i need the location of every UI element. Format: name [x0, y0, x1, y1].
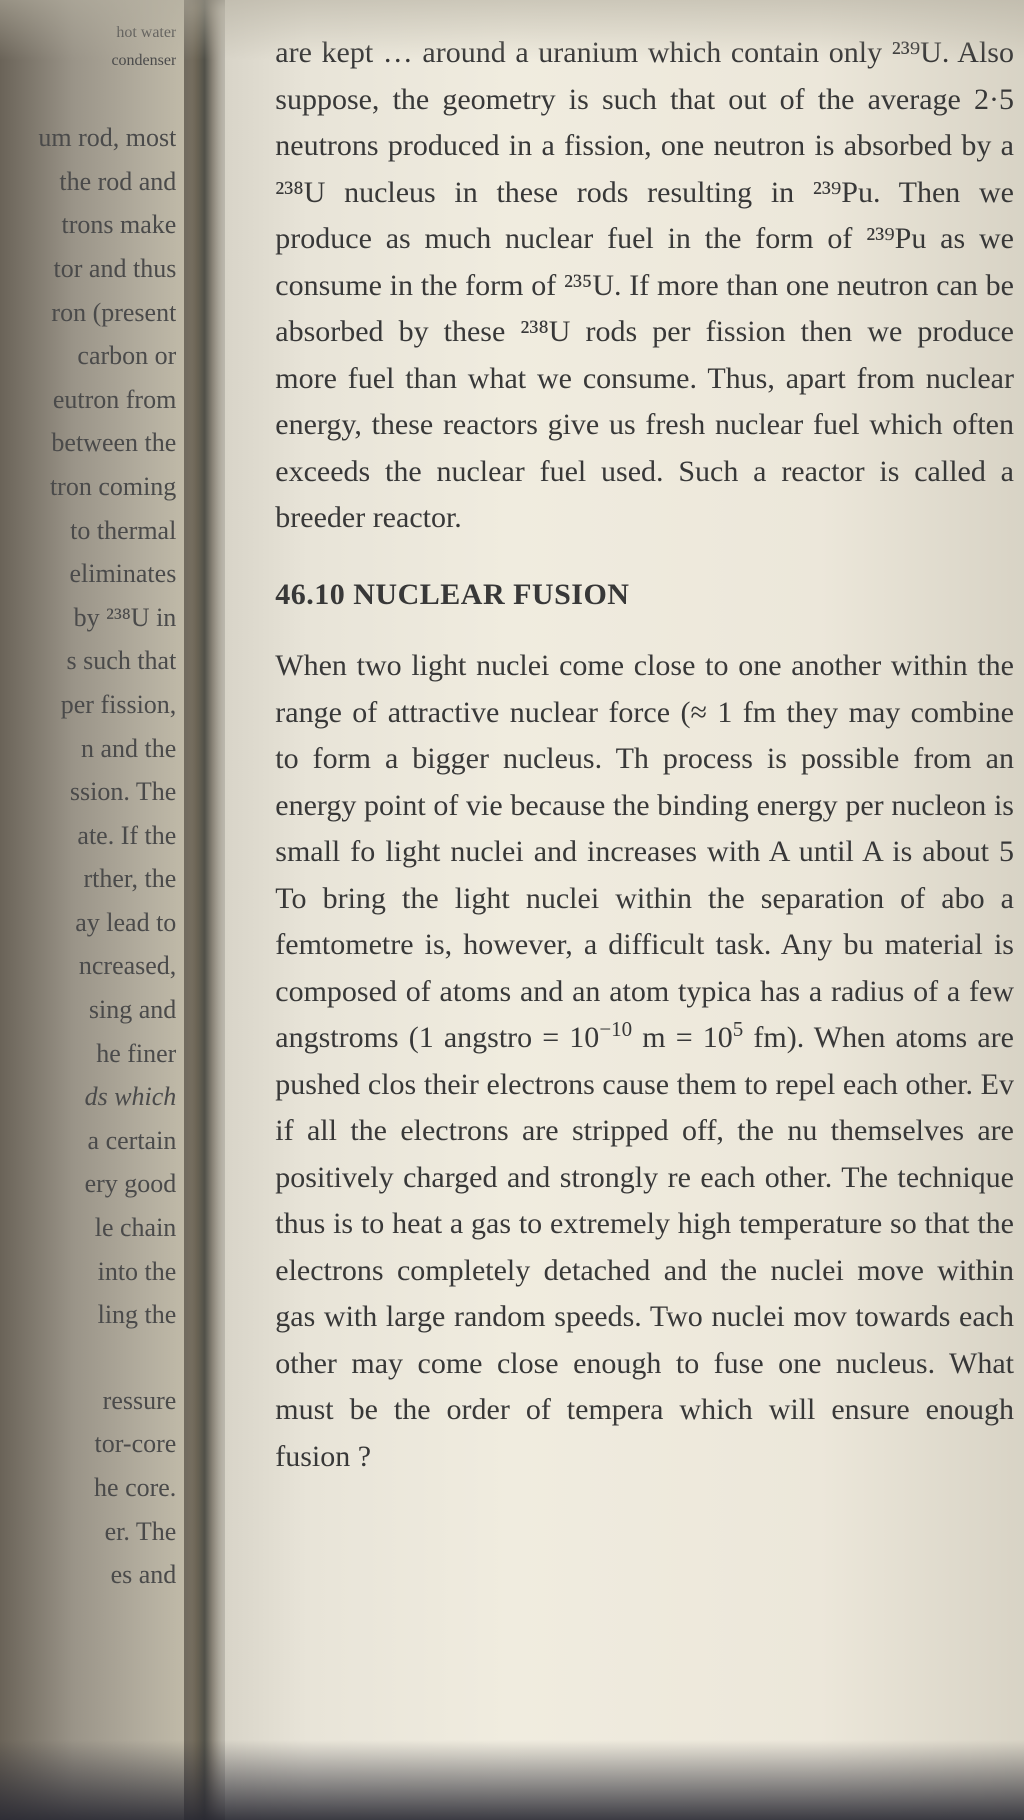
left-fragment: ay lead to	[4, 902, 176, 944]
para2-text-part2: fm). When atoms are pushed clos their el…	[275, 1021, 1014, 1473]
left-fragment: he finer	[4, 1033, 176, 1075]
left-fragment: eutron from	[4, 379, 176, 421]
left-fragment: a certain	[4, 1120, 176, 1162]
left-spacer	[4, 75, 176, 115]
left-fragment: er. The	[4, 1511, 176, 1553]
left-fragment: tron coming	[4, 466, 176, 508]
left-fragment: sing and	[4, 989, 176, 1031]
left-spacer	[4, 1338, 176, 1378]
left-fragment: ron (present	[4, 292, 176, 334]
paragraph-nuclear-fusion: When two light nuclei come close to one …	[275, 643, 1014, 1480]
left-fragment: the rod and	[4, 161, 176, 203]
para1-text: are kept … around a uranium which contai…	[275, 36, 1014, 534]
para2-text-mid: m = 10	[632, 1021, 733, 1054]
left-fragment: n and the	[4, 728, 176, 770]
section-heading: 46.10 NUCLEAR FUSION	[275, 572, 1014, 619]
left-fragment: um rod, most	[4, 117, 176, 159]
left-fragment: tor and thus	[4, 248, 176, 290]
para2-text-part1: When two light nuclei come close to one …	[275, 649, 1014, 1054]
left-fragment: es and	[4, 1554, 176, 1596]
left-fragment: tor-core	[4, 1423, 176, 1465]
left-fragment: trons make	[4, 204, 176, 246]
book-spread: hot water condenser um rod, most the rod…	[0, 0, 1024, 1820]
left-fragment: carbon or	[4, 335, 176, 377]
left-fragment: ressure	[4, 1380, 176, 1422]
left-fragment: hot water	[4, 20, 176, 46]
superscript: −10	[599, 1017, 632, 1041]
left-fragment: by ²³⁸U in	[4, 597, 176, 639]
left-fragment: rther, the	[4, 858, 176, 900]
left-fragment: s such that	[4, 640, 176, 682]
left-fragment: ssion. The	[4, 771, 176, 813]
left-fragment: between the	[4, 422, 176, 464]
left-fragment: ds which	[4, 1076, 176, 1118]
left-fragment: ery good	[4, 1163, 176, 1205]
left-page: hot water condenser um rod, most the rod…	[0, 0, 184, 1820]
left-fragment: ncreased,	[4, 945, 176, 987]
left-fragment: he core.	[4, 1467, 176, 1509]
left-fragment: ate. If the	[4, 815, 176, 857]
left-fragment: to thermal	[4, 510, 176, 552]
superscript: 5	[733, 1017, 744, 1041]
page-spine	[184, 0, 225, 1820]
left-fragment: ling the	[4, 1294, 176, 1336]
left-fragment: condenser	[4, 48, 176, 74]
paragraph-breeder-reactor: are kept … around a uranium which contai…	[275, 30, 1014, 542]
left-fragment: eliminates	[4, 553, 176, 595]
right-page: are kept … around a uranium which contai…	[225, 0, 1024, 1820]
left-fragment: into the	[4, 1251, 176, 1293]
left-fragment: le chain	[4, 1207, 176, 1249]
left-fragment: per fission,	[4, 684, 176, 726]
